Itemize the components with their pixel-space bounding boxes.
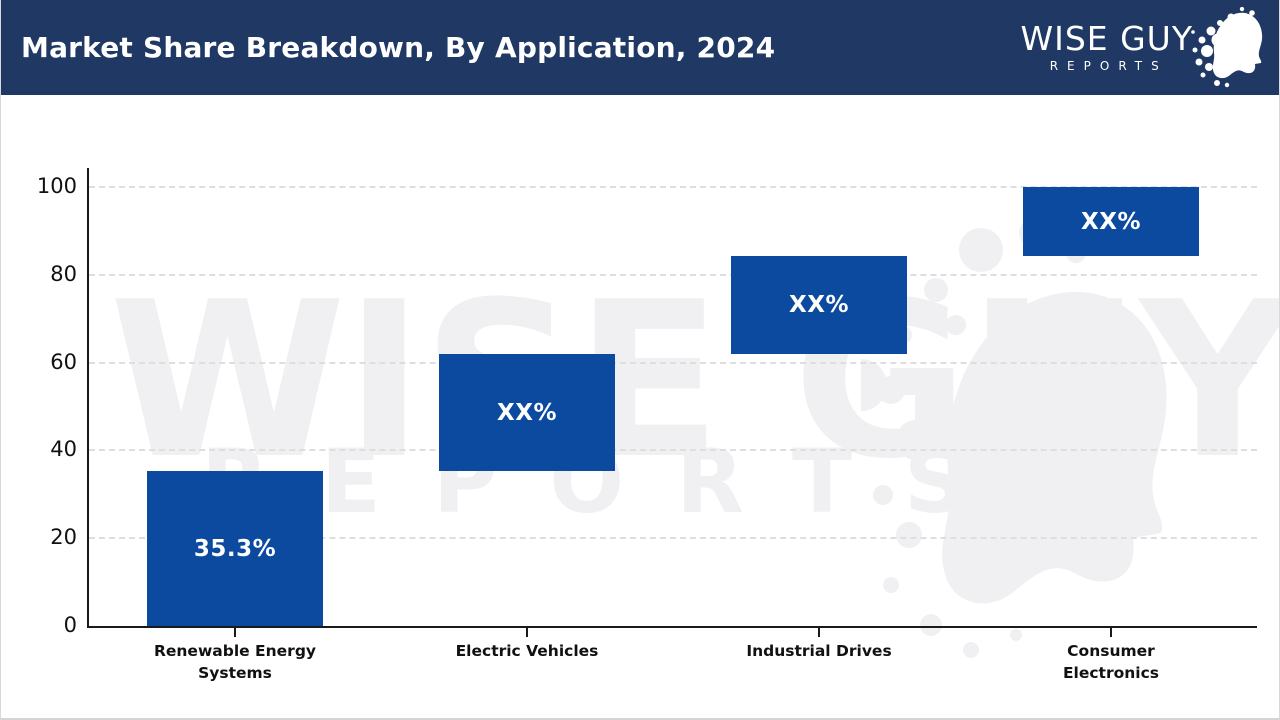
x-tick-mark [526, 628, 528, 637]
x-axis-line [87, 626, 1257, 628]
bar-industrial-drives: XX% [731, 256, 907, 355]
y-axis-line [87, 168, 89, 628]
y-tick-label: 40 [50, 437, 77, 462]
y-tick-label: 20 [50, 525, 77, 550]
bar-value-label: XX% [496, 399, 557, 426]
wise-guy-reports-logo: WISE GUY REPORTS [1020, 6, 1279, 89]
y-tick-label: 0 [63, 613, 77, 637]
category-label-electric-vehicles: Electric Vehicles [455, 642, 599, 660]
bar-renewable-energy-systems: 35.3% [147, 471, 323, 626]
logo-wordmark: WISE GUY [1020, 19, 1193, 59]
x-tick-mark [1110, 628, 1112, 637]
header-band: Market Share Breakdown, By Application, … [1, 0, 1279, 95]
market-share-chart: WISE GUY REPORTS 0 20 40 60 80 100 35.3% Renew [1, 95, 1279, 718]
gridline [89, 361, 1257, 364]
x-tick-mark [818, 628, 820, 637]
watermark: WISE GUY REPORTS [1, 95, 1279, 718]
bar-consumer-electronics: XX% [1023, 187, 1199, 257]
category-label-industrial-drives: Industrial Drives [746, 642, 892, 660]
y-tick-label: 100 [36, 174, 77, 198]
bar-value-label: XX% [1080, 208, 1141, 235]
watermark-head-graphic [861, 219, 1167, 658]
bar-value-label: XX% [788, 292, 849, 319]
bar-electric-vehicles: XX% [439, 354, 615, 472]
gridline [89, 537, 1257, 540]
y-tick-label: 80 [50, 261, 77, 286]
gridline [89, 186, 1257, 188]
logo-subtitle: REPORTS [1049, 58, 1168, 73]
gridline [89, 449, 1257, 452]
chart-title: Market Share Breakdown, By Application, … [21, 31, 776, 64]
gridline [89, 273, 1257, 276]
category-label-consumer-electronics: Consumer Electronics [1062, 642, 1160, 682]
category-label-renewable-energy-systems: Renewable Energy Systems [153, 642, 317, 682]
logo-head-icon [1191, 6, 1263, 87]
x-tick-mark [234, 628, 236, 637]
bar-value-label: 35.3% [193, 535, 277, 562]
logo-text: WISE GUY REPORTS [1020, 22, 1193, 73]
y-tick-label: 60 [50, 349, 77, 374]
